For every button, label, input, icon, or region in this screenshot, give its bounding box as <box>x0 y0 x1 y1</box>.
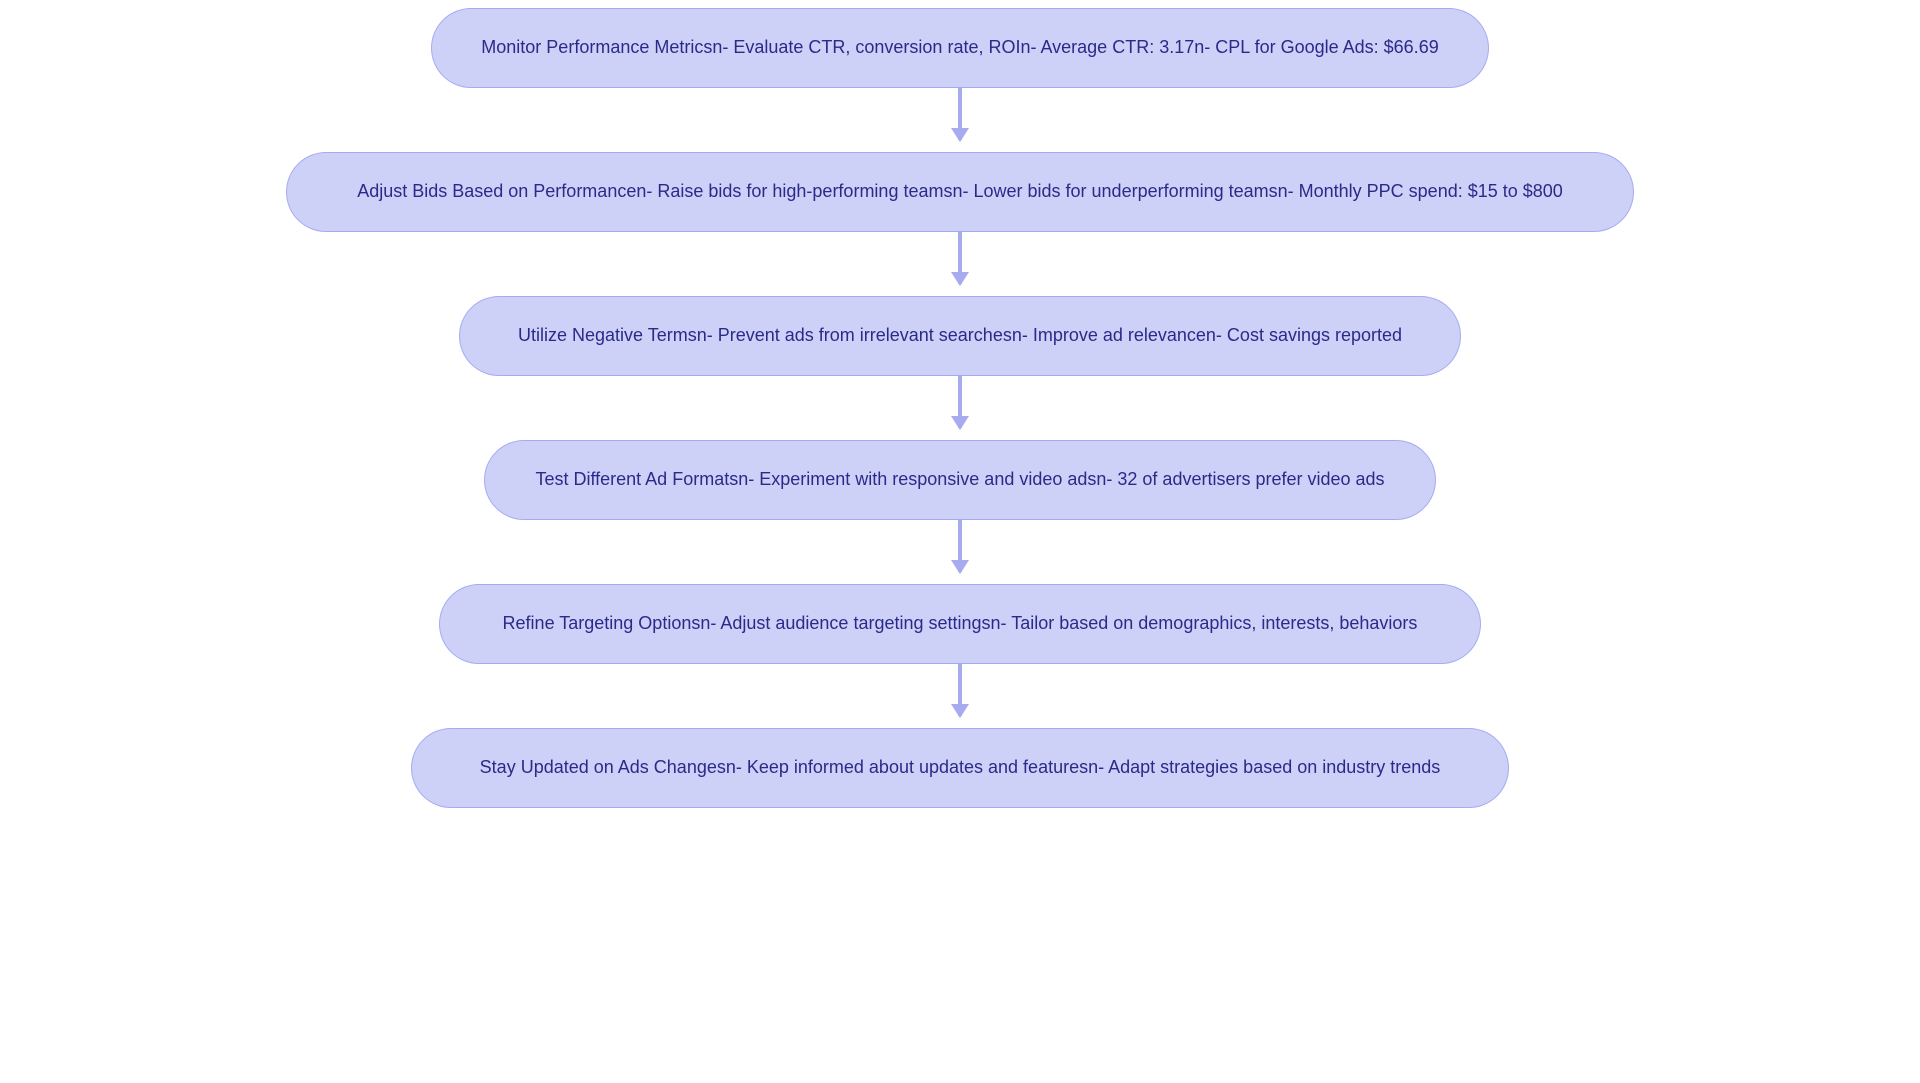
node-label: Refine Targeting Optionsn- Adjust audien… <box>503 611 1418 636</box>
flow-arrow <box>958 232 962 284</box>
flow-node-stay-updated: Stay Updated on Ads Changesn- Keep infor… <box>411 728 1509 808</box>
node-label: Stay Updated on Ads Changesn- Keep infor… <box>480 755 1441 780</box>
flow-node-adjust-bids: Adjust Bids Based on Performancen- Raise… <box>286 152 1634 232</box>
flow-node-monitor-metrics: Monitor Performance Metricsn- Evaluate C… <box>431 8 1489 88</box>
flow-node-negative-terms: Utilize Negative Termsn- Prevent ads fro… <box>459 296 1461 376</box>
node-label: Monitor Performance Metricsn- Evaluate C… <box>481 35 1438 60</box>
flow-arrow <box>958 376 962 428</box>
flow-node-test-formats: Test Different Ad Formatsn- Experiment w… <box>484 440 1436 520</box>
node-label: Adjust Bids Based on Performancen- Raise… <box>357 179 1563 204</box>
flow-arrow <box>958 664 962 716</box>
node-label: Test Different Ad Formatsn- Experiment w… <box>535 467 1384 492</box>
flow-node-refine-targeting: Refine Targeting Optionsn- Adjust audien… <box>439 584 1481 664</box>
flowchart-container: Monitor Performance Metricsn- Evaluate C… <box>0 0 1920 1083</box>
flow-arrow <box>958 520 962 572</box>
flow-arrow <box>958 88 962 140</box>
node-label: Utilize Negative Termsn- Prevent ads fro… <box>518 323 1402 348</box>
